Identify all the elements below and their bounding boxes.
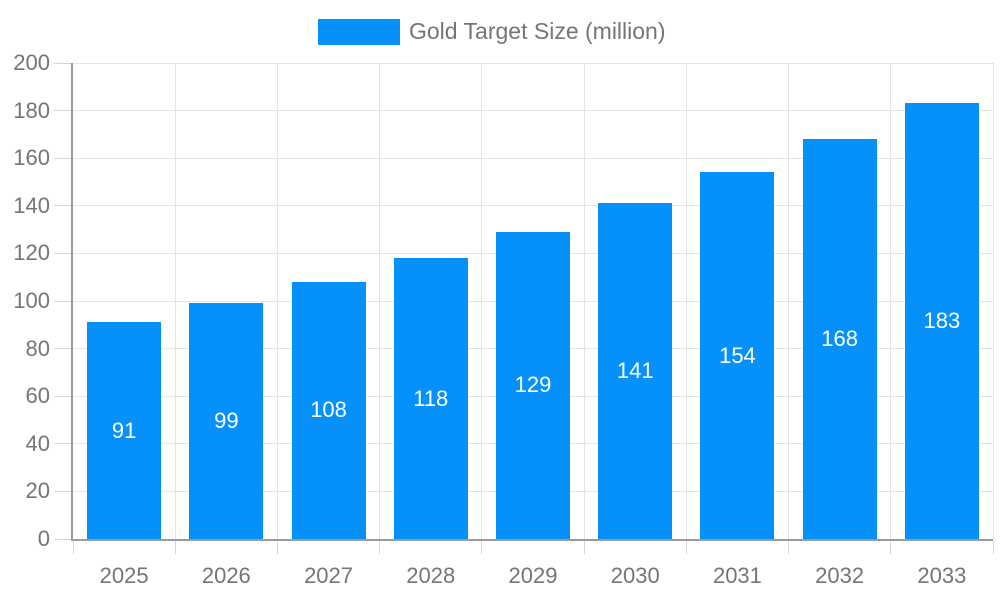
y-axis-tick bbox=[54, 252, 71, 254]
gridline-vertical bbox=[890, 63, 892, 539]
x-axis-tick bbox=[890, 541, 892, 554]
y-axis-tick-label: 20 bbox=[25, 478, 50, 504]
x-axis-tick bbox=[276, 541, 278, 554]
bar-value-label: 129 bbox=[514, 372, 552, 398]
gridline-vertical bbox=[992, 63, 994, 539]
x-axis-category-label: 2031 bbox=[712, 563, 762, 588]
bar-value-label: 168 bbox=[821, 326, 859, 352]
chart-legend: Gold Target Size (million) bbox=[318, 18, 666, 45]
y-axis-tick-label: 180 bbox=[13, 97, 50, 123]
y-axis-tick bbox=[54, 110, 71, 112]
bar: 108 bbox=[291, 281, 366, 539]
y-axis-tick-label: 140 bbox=[13, 192, 50, 218]
bar: 141 bbox=[598, 203, 673, 539]
plot-area: 91 99 108 118 129 141 154 168 183 bbox=[73, 62, 994, 539]
y-axis-tick bbox=[54, 157, 71, 159]
legend-label: Gold Target Size (million) bbox=[409, 18, 666, 44]
x-axis-category-label: 2032 bbox=[815, 563, 865, 588]
y-axis-line bbox=[71, 63, 73, 541]
bar: 99 bbox=[189, 303, 264, 539]
bar-value-label: 91 bbox=[111, 417, 137, 443]
legend-swatch bbox=[318, 18, 400, 45]
y-axis-tick-label: 60 bbox=[25, 383, 50, 409]
gridline-vertical bbox=[788, 63, 790, 539]
x-axis-tick bbox=[72, 541, 74, 554]
gridline-horizontal bbox=[73, 110, 993, 112]
y-axis-tick bbox=[54, 538, 71, 540]
y-axis-tick-label: 40 bbox=[25, 430, 50, 456]
y-axis-tick bbox=[54, 443, 71, 445]
x-axis-category-label: 2026 bbox=[201, 563, 251, 588]
x-axis-tick bbox=[685, 541, 687, 554]
y-axis-tick-label: 200 bbox=[13, 50, 50, 75]
x-axis-tick bbox=[583, 541, 585, 554]
x-axis-category-label: 2030 bbox=[610, 563, 660, 588]
bar: 183 bbox=[904, 103, 979, 539]
x-axis-category-label: 2029 bbox=[508, 563, 558, 588]
y-axis-tick-label: 160 bbox=[13, 145, 50, 171]
x-axis-tick bbox=[788, 541, 790, 554]
gridline-vertical bbox=[481, 63, 483, 539]
bar-value-label: 99 bbox=[214, 408, 239, 434]
gridline-vertical bbox=[276, 63, 278, 539]
bar: 118 bbox=[393, 258, 468, 539]
x-axis-line bbox=[71, 539, 993, 541]
y-axis-tick-label: 100 bbox=[13, 288, 50, 313]
bar-value-label: 183 bbox=[923, 308, 961, 334]
gridline-vertical bbox=[685, 63, 687, 539]
y-axis-tick bbox=[54, 205, 71, 207]
y-axis-tick-label: 80 bbox=[25, 335, 50, 361]
gridline-vertical bbox=[174, 63, 176, 539]
x-axis-category-label: 2027 bbox=[304, 563, 354, 588]
y-axis-tick bbox=[54, 348, 71, 350]
y-axis-tick bbox=[54, 300, 71, 302]
x-axis-tick bbox=[174, 541, 176, 554]
bar-value-label: 118 bbox=[413, 385, 449, 411]
gridline-vertical bbox=[583, 63, 585, 539]
bar: 154 bbox=[700, 172, 775, 539]
x-axis-tick bbox=[481, 541, 483, 554]
bar-value-label: 108 bbox=[310, 397, 347, 423]
y-axis-tick-label: 0 bbox=[37, 526, 50, 551]
x-axis-category-label: 2028 bbox=[406, 563, 456, 588]
x-axis-category-label: 2033 bbox=[917, 563, 967, 588]
bar-value-label: 154 bbox=[719, 342, 756, 368]
y-axis-tick bbox=[54, 62, 71, 64]
bar: 129 bbox=[496, 231, 570, 539]
x-axis-tick bbox=[379, 541, 381, 554]
gridline-horizontal bbox=[73, 205, 993, 207]
y-axis-tick bbox=[54, 395, 71, 397]
y-axis-tick bbox=[54, 490, 71, 492]
gridline-horizontal bbox=[73, 157, 993, 159]
bar-value-label: 141 bbox=[616, 358, 654, 384]
x-axis-tick bbox=[992, 541, 994, 554]
x-axis-category-label: 2025 bbox=[99, 563, 149, 588]
gridline-horizontal bbox=[73, 62, 993, 64]
bar: 91 bbox=[87, 322, 162, 539]
bar: 168 bbox=[802, 139, 877, 539]
gridline-vertical bbox=[379, 63, 381, 539]
y-axis-tick-label: 120 bbox=[13, 240, 50, 266]
